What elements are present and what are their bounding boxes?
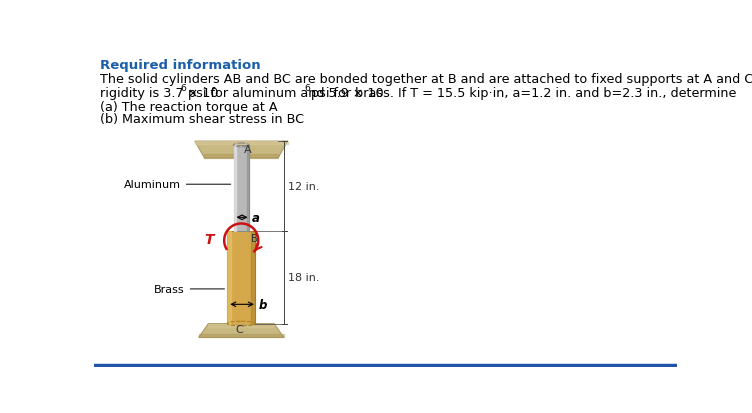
Text: a: a [252,211,260,224]
Text: Aluminum: Aluminum [124,180,231,190]
Text: psi for aluminum and 5.9 × 10: psi for aluminum and 5.9 × 10 [183,86,384,100]
Polygon shape [227,232,255,324]
Text: rigidity is 3.7 × 10: rigidity is 3.7 × 10 [100,86,219,100]
Text: Required information: Required information [100,59,261,72]
Text: 18 in.: 18 in. [288,273,320,282]
Text: (a) The reaction torque at A: (a) The reaction torque at A [100,100,277,113]
Text: (b) Maximum shear stress in BC: (b) Maximum shear stress in BC [100,113,305,126]
Text: A: A [244,145,251,155]
Polygon shape [247,145,249,232]
Polygon shape [251,232,255,324]
Text: 6: 6 [305,83,311,93]
Text: C: C [235,325,243,335]
Polygon shape [199,324,284,337]
Polygon shape [234,145,249,232]
Polygon shape [205,155,278,159]
Text: The solid cylinders AB and BC are bonded together at B and are attached to fixed: The solid cylinders AB and BC are bonded… [100,73,752,85]
Polygon shape [208,324,274,327]
Text: b: b [258,298,267,311]
Text: T: T [204,232,214,246]
Text: Brass: Brass [154,284,225,294]
Polygon shape [195,142,288,159]
Polygon shape [199,334,284,337]
Polygon shape [234,145,236,232]
Text: 6: 6 [180,83,186,93]
Text: 12 in.: 12 in. [288,182,320,192]
Polygon shape [227,232,231,324]
Text: B: B [250,233,258,243]
Polygon shape [195,142,288,145]
Text: psi for brass. If T = 15.5 kip·in, a=1.2 in. and b=2.3 in., determine: psi for brass. If T = 15.5 kip·in, a=1.2… [308,86,737,100]
